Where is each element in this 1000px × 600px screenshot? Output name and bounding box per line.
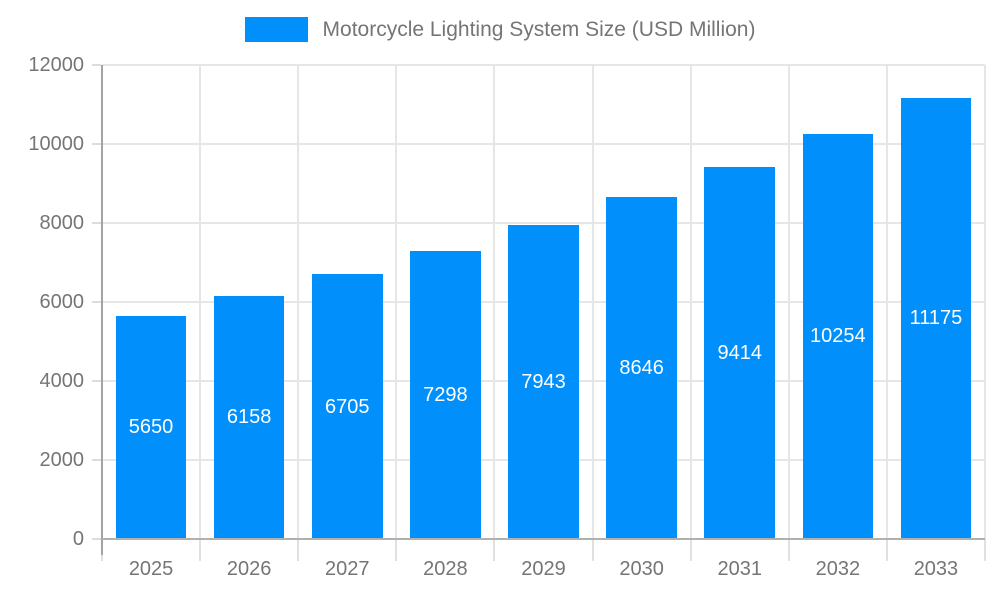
y-gridline [102, 143, 985, 145]
bar[interactable] [802, 133, 874, 539]
x-axis-tick-label: 2027 [325, 558, 370, 580]
x-axis-tick-label: 2032 [815, 558, 861, 580]
bar[interactable] [410, 250, 481, 539]
bar-value-label: 7943 [521, 371, 566, 394]
x-axis-tick [493, 539, 496, 561]
y-axis-tick-label: 12000 [28, 54, 84, 76]
y-axis-tick-label: 8000 [39, 212, 85, 234]
x-axis-tick [591, 539, 594, 561]
bar-value-label: 6705 [325, 395, 370, 418]
x-axis-tick [395, 539, 398, 561]
bar[interactable] [311, 274, 383, 539]
x-gridline [493, 65, 496, 539]
bar-value-label: 7298 [423, 383, 468, 406]
x-axis-tick-label: 2028 [423, 558, 468, 580]
bar-value-label: 8646 [619, 357, 664, 380]
y-axis-tick-label: 6000 [39, 291, 85, 313]
x-axis-tick [787, 539, 790, 561]
x-gridline [199, 65, 202, 539]
y-axis-tick [92, 538, 101, 540]
y-axis-tick-label: 2000 [39, 449, 85, 471]
bar[interactable] [213, 295, 285, 539]
y-axis-line [101, 65, 103, 555]
y-axis-tick-label: 4000 [39, 370, 85, 392]
bar-value-label: 11175 [909, 307, 963, 330]
x-axis-tick-label: 2030 [619, 558, 664, 580]
chart-legend[interactable]: Motorcycle Lighting System Size (USD Mil… [0, 17, 1000, 42]
y-axis-tick [92, 143, 101, 145]
legend-label: Motorcycle Lighting System Size (USD Mil… [322, 17, 756, 41]
x-axis-tick-label: 2031 [717, 558, 762, 580]
bar-value-label: 9414 [717, 342, 762, 365]
x-axis-tick-label: 2025 [128, 558, 174, 580]
y-axis-tick [92, 301, 101, 303]
plot-area: 0 2000 4000 6000 8000 10000 12000 5650 2025 6158 2… [28, 54, 986, 580]
y-axis-tick [92, 64, 101, 66]
bar[interactable] [115, 315, 187, 539]
bar-value-label: 6158 [226, 406, 272, 429]
bar[interactable] [900, 97, 972, 539]
y-axis-tick [92, 459, 101, 461]
x-gridline [395, 65, 398, 539]
x-axis-tick [689, 539, 692, 561]
x-axis-tick [297, 539, 300, 561]
legend-swatch-icon [244, 17, 308, 42]
x-axis-tick-label: 2029 [521, 558, 566, 580]
x-gridline [591, 65, 594, 539]
x-axis-tick-label: 2033 [913, 558, 959, 580]
y-axis-tick [92, 380, 101, 382]
x-axis-tick-label: 2026 [226, 558, 272, 580]
y-axis-tick [92, 222, 101, 224]
x-axis-tick [885, 539, 888, 561]
bar-value-label: 10254 [810, 325, 866, 348]
bar[interactable] [508, 225, 579, 539]
x-gridline [787, 65, 790, 539]
y-axis-tick-label: 0 [72, 528, 84, 550]
y-gridline [102, 64, 985, 66]
x-axis-tick [984, 539, 986, 561]
x-axis-tick [199, 539, 202, 561]
x-gridline [297, 65, 300, 539]
x-gridline [984, 65, 986, 539]
x-axis-line [102, 538, 985, 540]
bar[interactable] [704, 167, 776, 539]
bar[interactable] [606, 197, 677, 539]
x-gridline [885, 65, 888, 539]
x-gridline [689, 65, 692, 539]
y-gridline [102, 222, 985, 224]
bar-value-label: 5650 [128, 416, 174, 439]
y-axis-tick-label: 10000 [28, 133, 84, 155]
